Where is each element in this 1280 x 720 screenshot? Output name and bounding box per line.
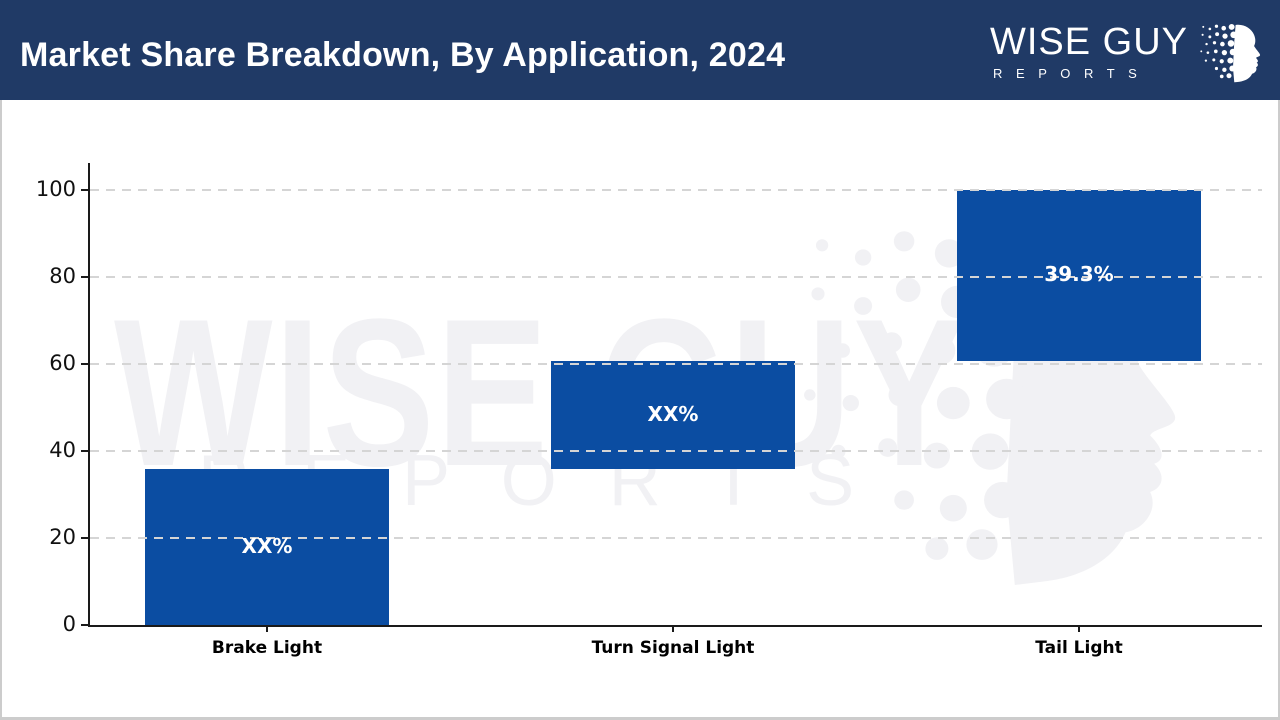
wiseguy-head-icon: [1196, 11, 1262, 93]
bar-segment-brake-light: [145, 469, 389, 625]
x-category-label-brake-light: Brake Light: [211, 638, 323, 658]
x-tick-mark-brake-light: [266, 625, 268, 632]
x-tick-mark-tail-light: [1078, 625, 1080, 632]
y-grid-line-20: [90, 537, 1262, 539]
y-axis-spine: [88, 163, 90, 627]
x-category-label-turn-signal-light: Turn Signal Light: [591, 638, 755, 658]
y-grid-line-80: [90, 276, 1262, 278]
brand-name: WISE GUY: [989, 21, 1188, 63]
y-tick-label-100: 100: [35, 177, 76, 201]
y-tick-label-60: 60: [49, 351, 76, 375]
y-tick-mark-100: [81, 189, 89, 191]
brand-logo-text: WISE GUY R E P O R T S: [990, 23, 1188, 81]
page-title: Market Share Breakdown, By Application, …: [20, 35, 786, 74]
header-bar: Market Share Breakdown, By Application, …: [0, 0, 1280, 100]
brand-subtitle: R E P O R T S: [992, 66, 1142, 81]
y-tick-label-40: 40: [49, 438, 76, 462]
brand-logo: WISE GUY R E P O R T S: [990, 11, 1262, 93]
y-tick-label-80: 80: [49, 264, 76, 288]
y-tick-mark-60: [81, 363, 89, 365]
bar-value-label-tail-light: 39.3%: [1044, 262, 1114, 287]
y-tick-mark-40: [81, 450, 89, 452]
y-tick-label-0: 0: [62, 612, 76, 636]
y-grid-line-40: [90, 450, 1262, 452]
y-tick-label-20: 20: [49, 525, 76, 549]
x-category-label-tail-light: Tail Light: [1035, 638, 1123, 658]
x-axis-spine: [88, 625, 1262, 627]
bar-value-label-turn-signal-light: XX%: [647, 402, 699, 427]
y-tick-mark-0: [81, 624, 89, 626]
bar-value-label-brake-light: XX%: [241, 534, 293, 559]
y-tick-mark-20: [81, 537, 89, 539]
y-grid-line-60: [90, 363, 1262, 365]
main-area: WISE GUY R E P O R T S 0 20 40 60 80 100 XX% Br…: [0, 100, 1280, 720]
y-tick-mark-80: [81, 276, 89, 278]
x-tick-mark-turn-signal-light: [672, 625, 674, 632]
y-grid-line-100: [90, 189, 1262, 191]
chart-area: 0 20 40 60 80 100 XX% Brake Light XX% Turn Signal…: [2, 100, 1278, 717]
